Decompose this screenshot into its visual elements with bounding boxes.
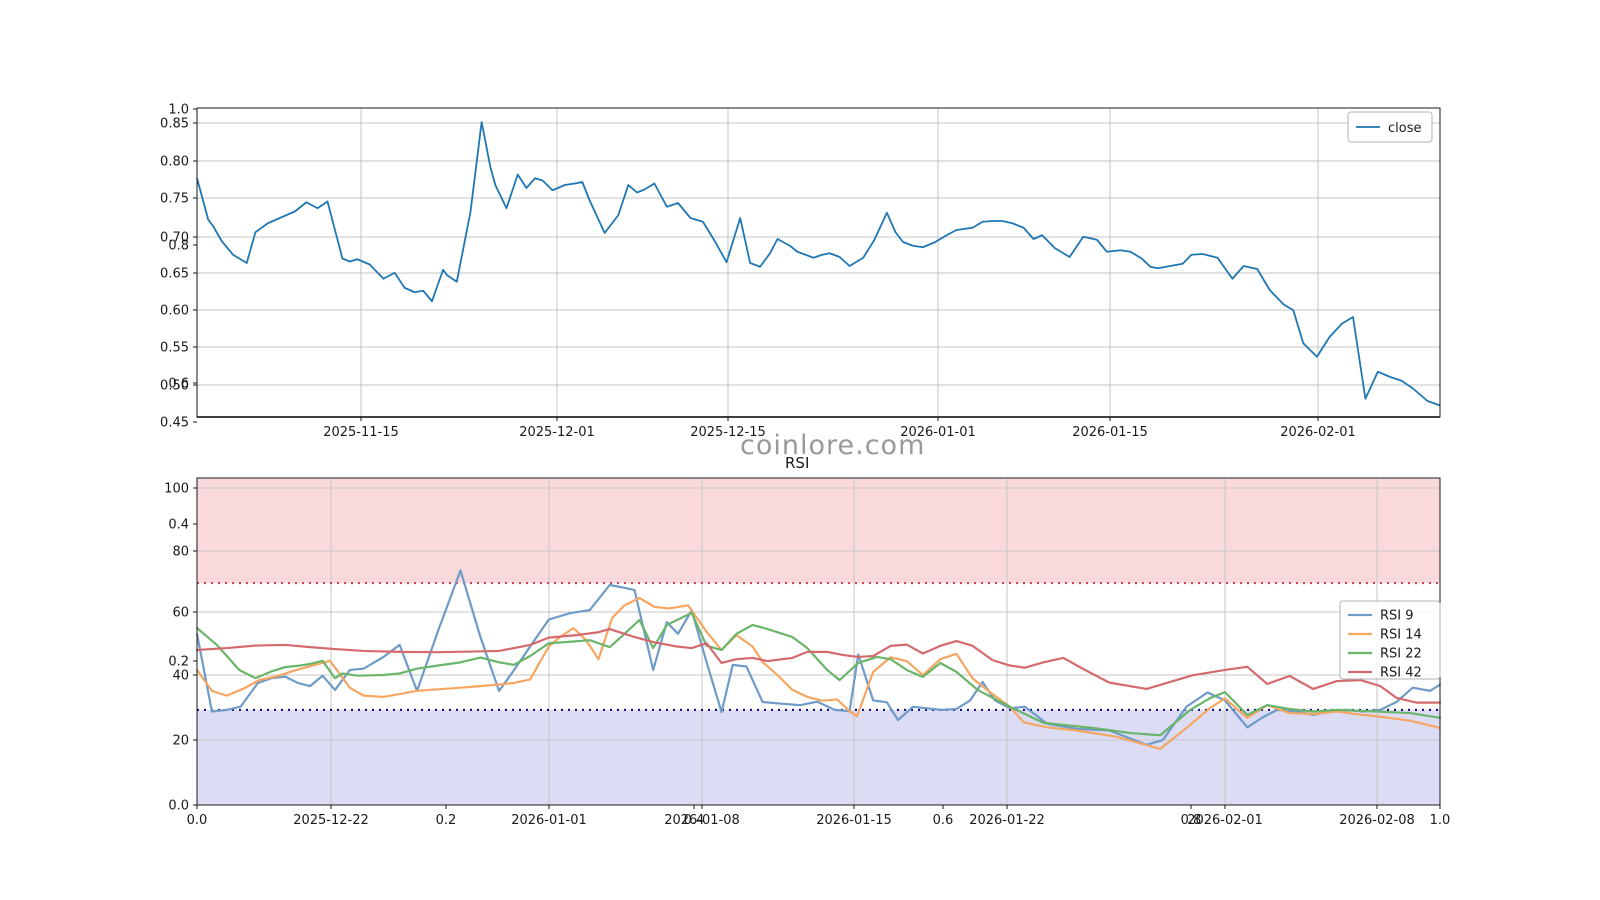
close-line bbox=[196, 121, 1441, 407]
y-tick-label: 100 bbox=[164, 482, 189, 497]
x-tick-label: 0.0 bbox=[187, 813, 208, 828]
x-tick-label: 2026-01-08 bbox=[664, 813, 740, 828]
y-tick-label: 0.60 bbox=[160, 304, 189, 319]
y-tick-label: 0.55 bbox=[160, 341, 189, 356]
oversold-band bbox=[197, 709, 1440, 805]
rsi-22-line bbox=[195, 611, 1442, 737]
x-tick-label: 2026-02-01 bbox=[1280, 425, 1356, 440]
y-tick-label: 0.80 bbox=[160, 155, 189, 170]
y-tick-label: 0.0 bbox=[168, 799, 189, 814]
x-tick-label: 2025-11-15 bbox=[323, 425, 399, 440]
x-tick-label: 0.6 bbox=[933, 813, 954, 828]
x-tick-label: 2026-01-22 bbox=[969, 813, 1045, 828]
y-tick-label: 0.2 bbox=[168, 655, 189, 670]
y-tick-label: 80 bbox=[172, 545, 189, 560]
y-tick-label: 40 bbox=[172, 669, 189, 684]
rsi-14-line bbox=[195, 596, 1442, 750]
y-tick-label: 0.8 bbox=[168, 239, 189, 254]
x-tick-label: 2025-12-22 bbox=[293, 813, 369, 828]
y-tick-label: 0.45 bbox=[160, 416, 189, 431]
rsi-9-line bbox=[195, 569, 1442, 746]
x-tick-label: 2026-01-15 bbox=[816, 813, 892, 828]
price-axes-frame bbox=[196, 107, 1441, 418]
rsi-legend-box bbox=[1339, 600, 1441, 680]
y-tick-label: 0.65 bbox=[160, 267, 189, 282]
x-tick-label: 2026-01-01 bbox=[511, 813, 587, 828]
rsi-legend-label: RSI 22 bbox=[1380, 647, 1422, 662]
x-tick-label: 2025-12-01 bbox=[519, 425, 595, 440]
y-tick-label: 60 bbox=[172, 606, 189, 621]
rsi-legend-label: RSI 9 bbox=[1380, 609, 1414, 624]
y-tick-label: 20 bbox=[172, 734, 189, 749]
rsi-legend-label: RSI 42 bbox=[1380, 666, 1422, 681]
x-tick-label: 2026-02-01 bbox=[1187, 813, 1263, 828]
rsi-42-line bbox=[195, 627, 1442, 704]
y-tick-label: 1.0 bbox=[168, 103, 189, 118]
x-tick-label: 0.4 bbox=[684, 813, 705, 828]
x-tick-label: 2026-01-01 bbox=[900, 425, 976, 440]
x-tick-label: 2026-02-08 bbox=[1339, 813, 1415, 828]
rsi-chart-title: RSI bbox=[785, 454, 810, 472]
overbought-band bbox=[197, 478, 1440, 584]
y-tick-label: 0.50 bbox=[160, 379, 189, 394]
x-tick-label: 2025-12-15 bbox=[690, 425, 766, 440]
price-legend-label: close bbox=[1388, 121, 1421, 136]
y-tick-label: 0.75 bbox=[160, 192, 189, 207]
y-tick-label: 0.6 bbox=[168, 377, 189, 392]
price-legend-box bbox=[1347, 111, 1433, 143]
x-tick-label: 1.0 bbox=[1430, 813, 1451, 828]
x-tick-label: 2026-01-15 bbox=[1072, 425, 1148, 440]
y-tick-label: 0.4 bbox=[168, 518, 189, 533]
x-tick-label: 0.2 bbox=[436, 813, 457, 828]
y-tick-label: 0.85 bbox=[160, 117, 189, 132]
rsi-legend-label: RSI 14 bbox=[1380, 628, 1422, 643]
y-tick-label: 0.70 bbox=[160, 231, 189, 246]
x-tick-label: 0.8 bbox=[1181, 813, 1202, 828]
watermark: coinlore.com bbox=[740, 430, 926, 461]
